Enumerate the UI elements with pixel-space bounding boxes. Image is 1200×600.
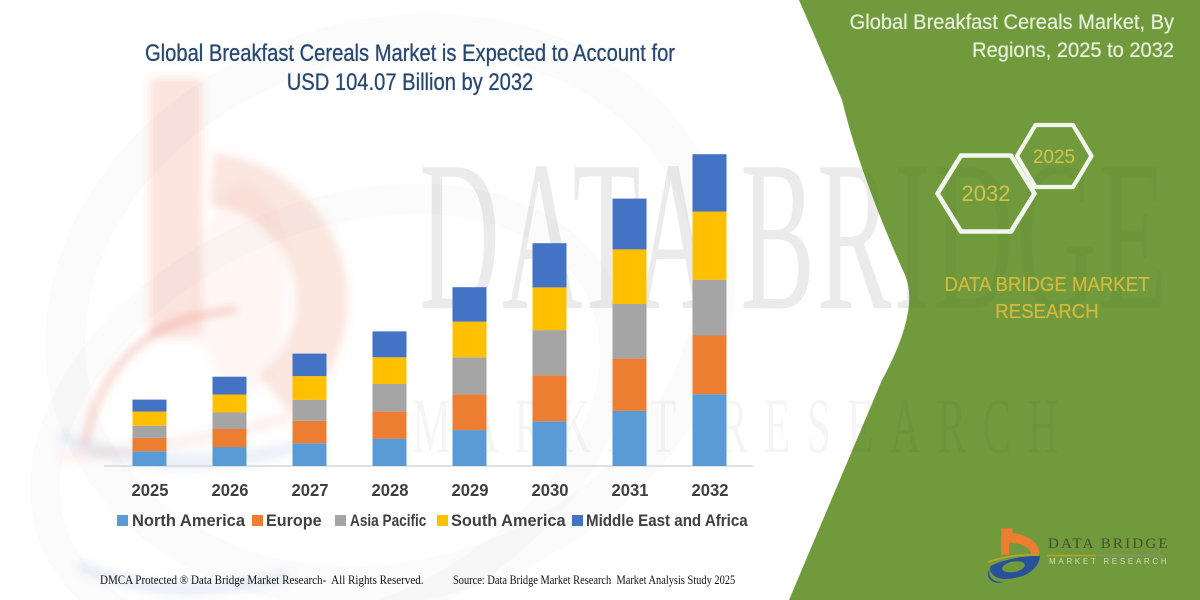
svg-text:2032: 2032 [962, 181, 1011, 206]
svg-text:2025: 2025 [1033, 147, 1075, 168]
